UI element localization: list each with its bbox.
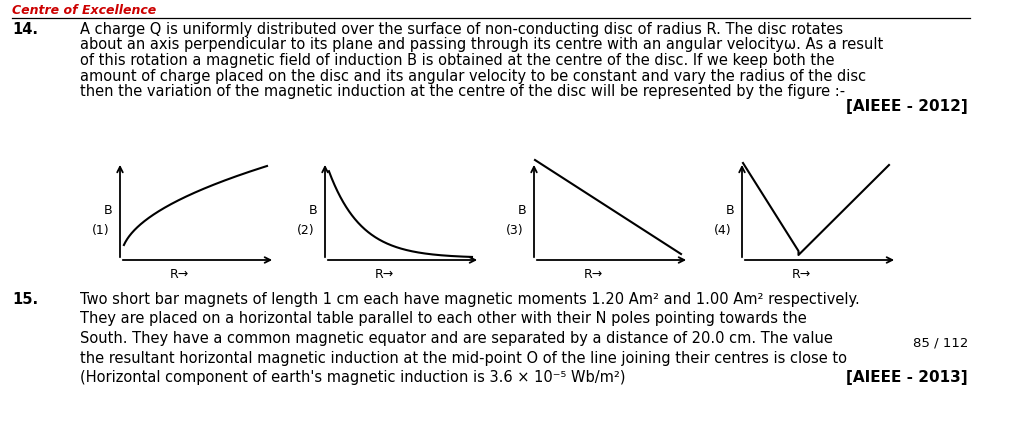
Text: (4): (4) [714, 224, 731, 237]
Text: They are placed on a horizontal table parallel to each other with their N poles : They are placed on a horizontal table pa… [80, 311, 807, 326]
Text: R→: R→ [792, 268, 811, 281]
Text: of this rotation a magnetic field of induction B is obtained at the centre of th: of this rotation a magnetic field of ind… [80, 53, 835, 68]
Text: (2): (2) [297, 224, 314, 237]
Text: Centre of Excellence: Centre of Excellence [12, 4, 157, 17]
Text: [AIEEE - 2012]: [AIEEE - 2012] [846, 100, 968, 114]
Text: R→: R→ [375, 268, 393, 281]
Text: (1): (1) [92, 224, 110, 237]
Text: [AIEEE - 2013]: [AIEEE - 2013] [847, 370, 968, 385]
Text: B: B [103, 204, 113, 217]
Text: A charge Q is uniformly distributed over the surface of non-conducting disc of r: A charge Q is uniformly distributed over… [80, 22, 843, 37]
Text: (3): (3) [506, 224, 523, 237]
Text: 85 / 112: 85 / 112 [912, 336, 968, 349]
Text: Two short bar magnets of length 1 cm each have magnetic moments 1.20 Am² and 1.0: Two short bar magnets of length 1 cm eac… [80, 292, 860, 307]
Text: 15.: 15. [12, 292, 38, 307]
Text: the resultant horizontal magnetic induction at the mid-point O of the line joini: the resultant horizontal magnetic induct… [80, 350, 847, 365]
Text: R→: R→ [169, 268, 188, 281]
Text: South. They have a common magnetic equator and are separated by a distance of 20: South. They have a common magnetic equat… [80, 331, 833, 346]
Text: then the variation of the magnetic induction at the centre of the disc will be r: then the variation of the magnetic induc… [80, 84, 845, 99]
Text: B: B [308, 204, 317, 217]
Text: amount of charge placed on the disc and its angular velocity to be constant and : amount of charge placed on the disc and … [80, 68, 866, 84]
Text: 14.: 14. [12, 22, 38, 37]
Text: (Horizontal component of earth's magnetic induction is 3.6 × 10⁻⁵ Wb/m²): (Horizontal component of earth's magneti… [80, 370, 626, 385]
Text: B: B [518, 204, 526, 217]
Text: about an axis perpendicular to its plane and passing through its centre with an : about an axis perpendicular to its plane… [80, 38, 884, 52]
Text: R→: R→ [584, 268, 602, 281]
Text: B: B [726, 204, 734, 217]
